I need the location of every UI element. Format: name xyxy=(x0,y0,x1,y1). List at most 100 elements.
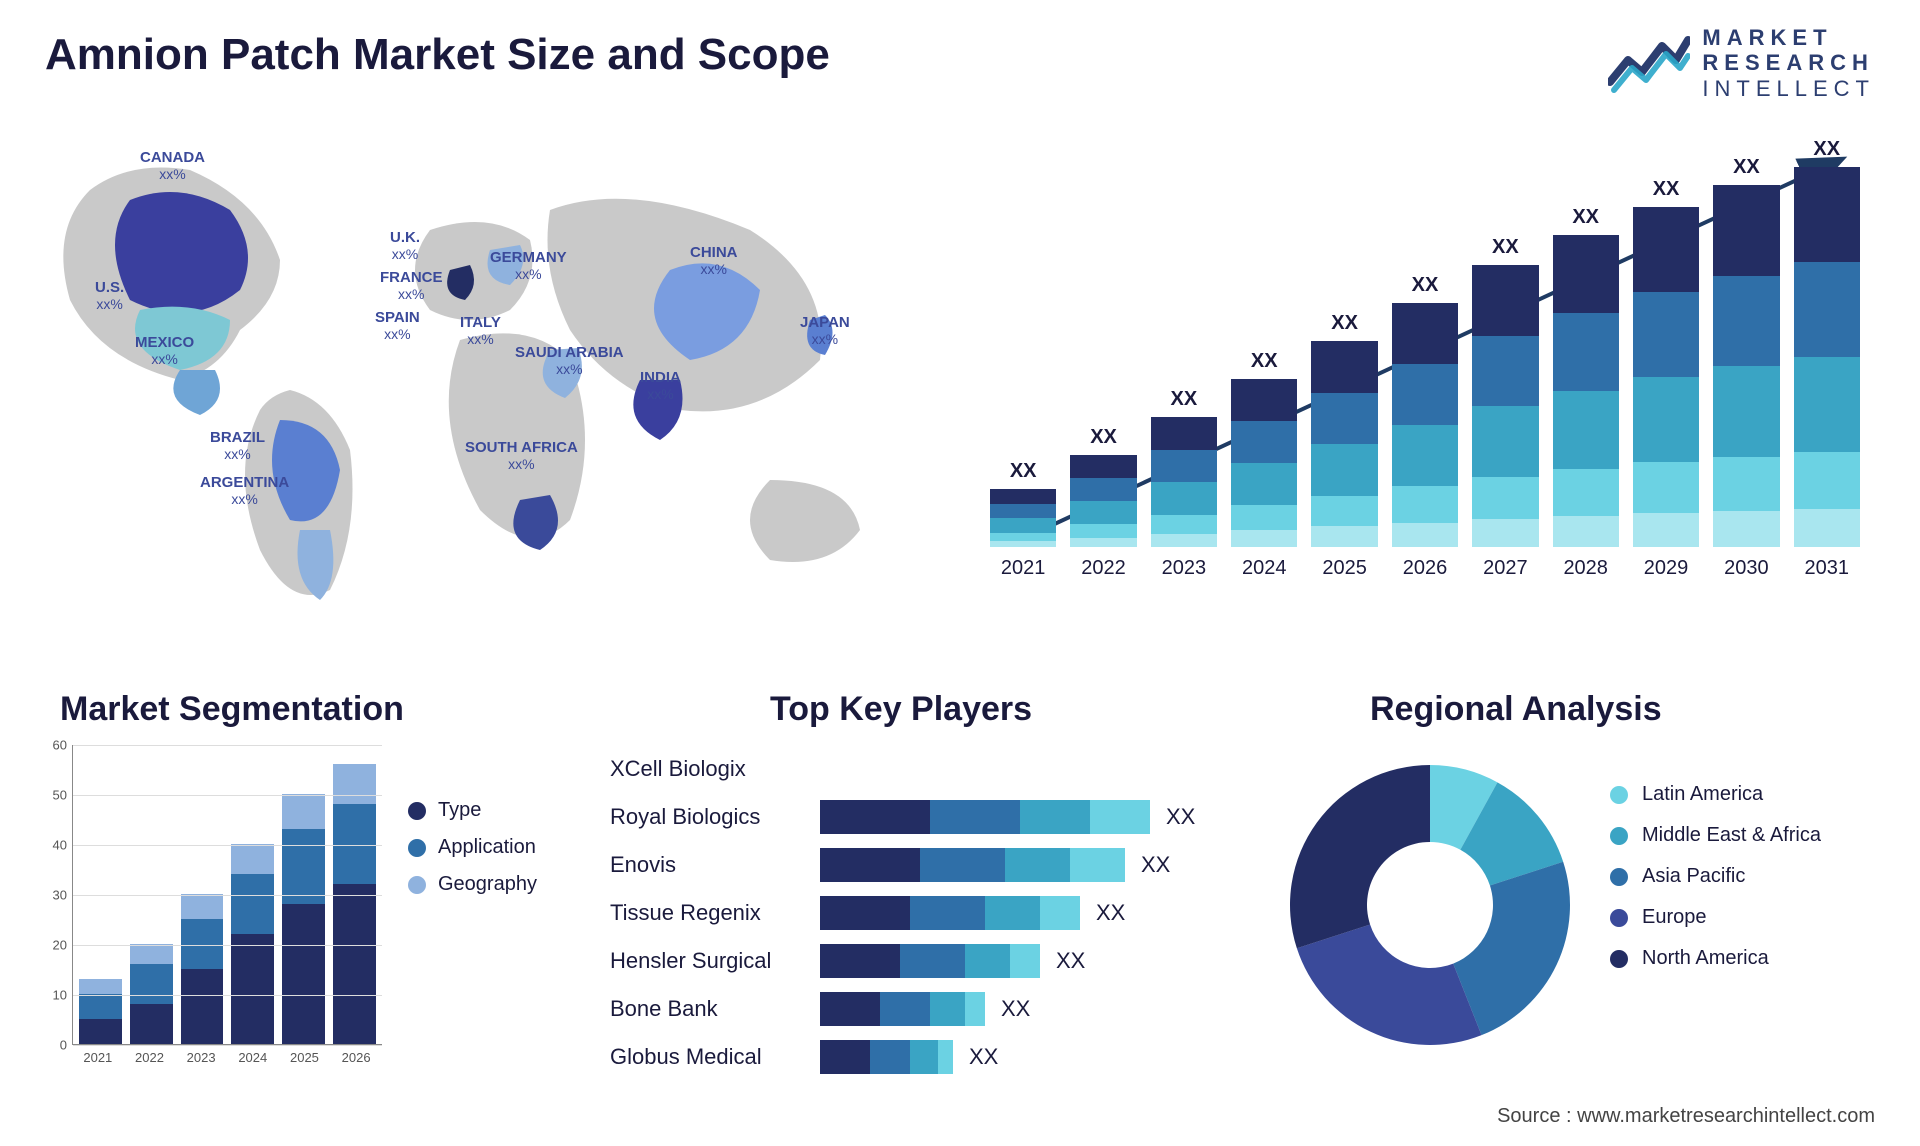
growth-bar-2023: XX 2023 xyxy=(1151,388,1217,580)
seg-xtick: 2021 xyxy=(83,1050,112,1065)
seg-xtick: 2023 xyxy=(187,1050,216,1065)
seg-ytick: 10 xyxy=(53,988,73,1003)
growth-year-label: 2029 xyxy=(1644,557,1689,580)
donut-slice xyxy=(1290,765,1430,948)
seg-bar-2026 xyxy=(333,764,376,1044)
seg-xtick: 2025 xyxy=(290,1050,319,1065)
world-map-svg xyxy=(30,120,930,640)
growth-bar-2025: XX 2025 xyxy=(1311,312,1377,580)
growth-bar-value: XX xyxy=(1733,156,1760,179)
growth-year-label: 2022 xyxy=(1081,557,1126,580)
growth-year-label: 2026 xyxy=(1403,557,1448,580)
player-row: Globus Medical XX xyxy=(610,1038,1250,1076)
seg-bar-2021 xyxy=(79,979,122,1044)
growth-bar-value: XX xyxy=(1010,460,1037,483)
growth-bar-2022: XX 2022 xyxy=(1070,426,1136,580)
seg-ytick: 30 xyxy=(53,888,73,903)
growth-bar-value: XX xyxy=(1171,388,1198,411)
seg-xtick: 2022 xyxy=(135,1050,164,1065)
regional-heading: Regional Analysis xyxy=(1370,690,1662,729)
map-label-france: FRANCExx% xyxy=(380,270,443,302)
map-label-mexico: MEXICOxx% xyxy=(135,335,194,367)
player-row: Tissue Regenix XX xyxy=(610,894,1250,932)
map-label-u-s-: U.S.xx% xyxy=(95,280,124,312)
growth-bar-value: XX xyxy=(1331,312,1358,335)
player-value: XX xyxy=(1141,852,1170,878)
map-label-india: INDIAxx% xyxy=(640,370,681,402)
page-title: Amnion Patch Market Size and Scope xyxy=(45,30,830,80)
growth-bar-value: XX xyxy=(1412,274,1439,297)
map-label-italy: ITALYxx% xyxy=(460,315,501,347)
map-label-spain: SPAINxx% xyxy=(375,310,420,342)
regional-legend-item: Middle East & Africa xyxy=(1610,824,1821,847)
growth-bar-2027: XX 2027 xyxy=(1472,236,1538,580)
player-name: Globus Medical xyxy=(610,1044,820,1070)
brand-logo: MARKET RESEARCH INTELLECT xyxy=(1608,25,1875,101)
player-value: XX xyxy=(969,1044,998,1070)
player-value: XX xyxy=(1056,948,1085,974)
logo-icon xyxy=(1608,32,1690,94)
regional-legend-item: North America xyxy=(1610,947,1821,970)
growth-year-label: 2028 xyxy=(1563,557,1608,580)
player-name: Hensler Surgical xyxy=(610,948,820,974)
regional-legend: Latin America Middle East & Africa Asia Pa… xyxy=(1610,765,1821,988)
growth-year-label: 2024 xyxy=(1242,557,1287,580)
map-label-saudi-arabia: SAUDI ARABIAxx% xyxy=(515,345,624,377)
player-row: Royal Biologics XX xyxy=(610,798,1250,836)
player-name: Tissue Regenix xyxy=(610,900,820,926)
player-row: XCell Biologix xyxy=(610,750,1250,788)
player-value: XX xyxy=(1166,804,1195,830)
seg-ytick: 50 xyxy=(53,788,73,803)
seg-bar-2025 xyxy=(282,794,325,1044)
growth-bar-2029: XX 2029 xyxy=(1633,178,1699,580)
segmentation-chart: 0102030405060 202120222023202420252026 T… xyxy=(38,735,558,1075)
player-name: Bone Bank xyxy=(610,996,820,1022)
growth-bar-value: XX xyxy=(1090,426,1117,449)
segmentation-legend: TypeApplicationGeography xyxy=(408,785,537,910)
growth-bar-2028: XX 2028 xyxy=(1553,206,1619,580)
growth-bar-value: XX xyxy=(1492,236,1519,259)
map-label-canada: CANADAxx% xyxy=(140,150,205,182)
growth-year-label: 2025 xyxy=(1322,557,1367,580)
growth-bar-2030: XX 2030 xyxy=(1713,156,1779,580)
map-label-brazil: BRAZILxx% xyxy=(210,430,265,462)
source-attribution: Source : www.marketresearchintellect.com xyxy=(1497,1105,1875,1128)
key-players-chart: XCell BiologixRoyal BiologicsXXEnovisXXT… xyxy=(610,740,1250,1086)
player-row: Hensler Surgical XX xyxy=(610,942,1250,980)
growth-bar-value: XX xyxy=(1572,206,1599,229)
seg-xtick: 2026 xyxy=(342,1050,371,1065)
regional-legend-item: Europe xyxy=(1610,906,1821,929)
player-row: EnovisXX xyxy=(610,846,1250,884)
player-value: XX xyxy=(1096,900,1125,926)
growth-year-label: 2027 xyxy=(1483,557,1528,580)
seg-ytick: 40 xyxy=(53,838,73,853)
player-name: XCell Biologix xyxy=(610,756,820,782)
growth-bar-2026: XX 2026 xyxy=(1392,274,1458,580)
player-value: XX xyxy=(1001,996,1030,1022)
regional-donut-chart: Latin America Middle East & Africa Asia Pa… xyxy=(1280,735,1890,1075)
seg-bar-2023 xyxy=(181,894,224,1044)
growth-bar-2031: XX2031 xyxy=(1794,138,1860,580)
map-label-argentina: ARGENTINAxx% xyxy=(200,475,289,507)
seg-ytick: 0 xyxy=(60,1038,73,1053)
growth-bar-2021: XX2021 xyxy=(990,460,1056,580)
seg-bar-2022 xyxy=(130,944,173,1044)
map-label-germany: GERMANYxx% xyxy=(490,250,567,282)
key-players-heading: Top Key Players xyxy=(770,690,1032,729)
logo-text: MARKET RESEARCH INTELLECT xyxy=(1702,25,1875,101)
seg-legend-item: Application xyxy=(408,836,537,859)
map-label-u-k-: U.K.xx% xyxy=(390,230,420,262)
map-label-china: CHINAxx% xyxy=(690,245,738,277)
donut-slice xyxy=(1297,924,1482,1045)
regional-legend-item: Asia Pacific xyxy=(1610,865,1821,888)
growth-year-label: 2030 xyxy=(1724,557,1769,580)
growth-year-label: 2031 xyxy=(1805,557,1850,580)
growth-bar-value: XX xyxy=(1653,178,1680,201)
seg-bar-2024 xyxy=(231,844,274,1044)
growth-year-label: 2023 xyxy=(1162,557,1207,580)
growth-bar-value: XX xyxy=(1251,350,1278,373)
regional-legend-item: Latin America xyxy=(1610,783,1821,806)
seg-xtick: 2024 xyxy=(238,1050,267,1065)
growth-bar-2024: XX 2024 xyxy=(1231,350,1297,580)
player-name: Royal Biologics xyxy=(610,804,820,830)
